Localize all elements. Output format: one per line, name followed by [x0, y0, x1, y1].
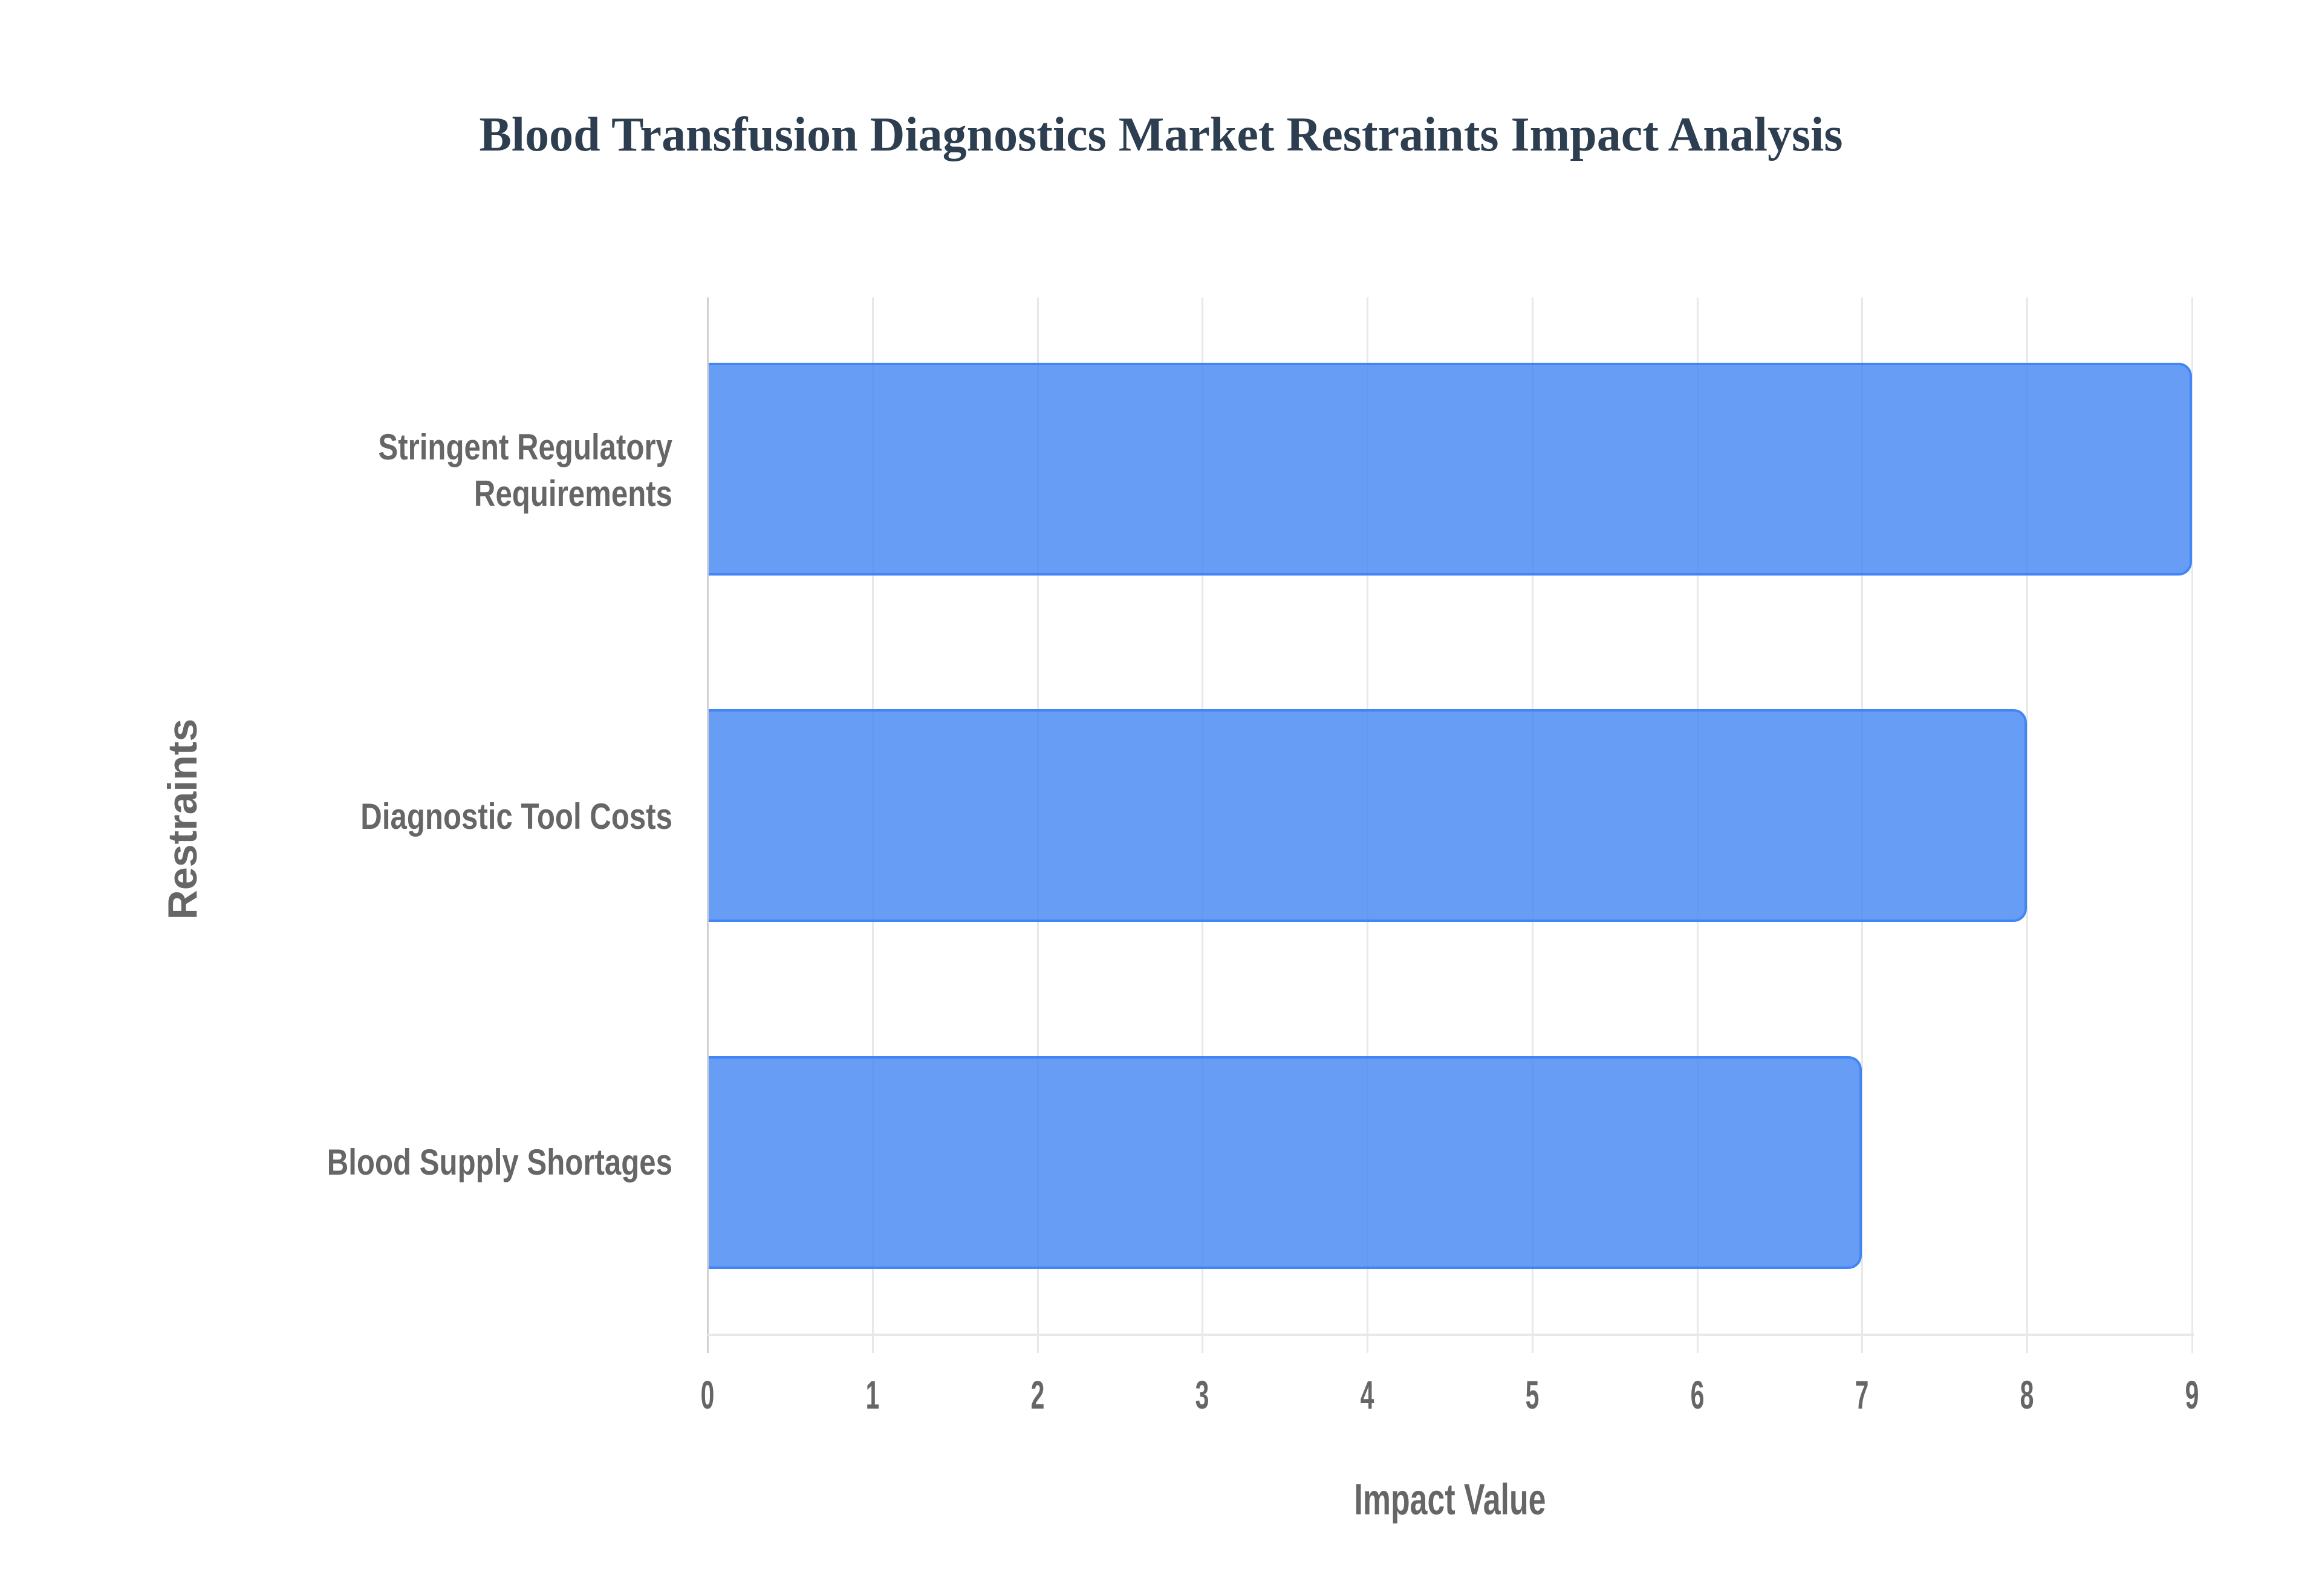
bar-stringent-regulatory-requirements[interactable]: [709, 363, 2192, 576]
plot-area: [707, 297, 2194, 1353]
x-tick-2: 2: [1030, 1372, 1044, 1417]
x-tick-9: 9: [2185, 1372, 2199, 1417]
x-tick-8: 8: [2020, 1372, 2034, 1417]
x-tick-0: 0: [700, 1372, 715, 1417]
x-tick-6: 6: [1690, 1372, 1705, 1417]
category-label-stringent-regulatory-requirements: Stringent Regulatory Requirements: [378, 427, 672, 514]
x-tick-4: 4: [1360, 1372, 1374, 1417]
bar-blood-supply-shortages[interactable]: [709, 1056, 1862, 1269]
x-tick-5: 5: [1525, 1372, 1540, 1417]
x-tick-1: 1: [865, 1372, 880, 1417]
bar-diagnostic-tool-costs[interactable]: [709, 709, 2027, 922]
gridline-8: [2026, 297, 2029, 1353]
category-label-blood-supply-shortages: Blood Supply Shortages: [327, 1142, 672, 1182]
y-axis-line: [707, 297, 709, 1353]
chart-title: Blood Transfusion Diagnostics Market Res…: [479, 108, 1843, 161]
gridline-9: [2191, 297, 2193, 1353]
x-tick-3: 3: [1195, 1372, 1209, 1417]
y-axis-title: Restraints: [160, 718, 206, 920]
x-axis-title: Impact Value: [1354, 1476, 1546, 1524]
category-label-diagnostic-tool-costs: Diagnostic Tool Costs: [360, 796, 672, 837]
x-axis-line: [707, 1334, 2194, 1336]
x-tick-7: 7: [1855, 1372, 1869, 1417]
